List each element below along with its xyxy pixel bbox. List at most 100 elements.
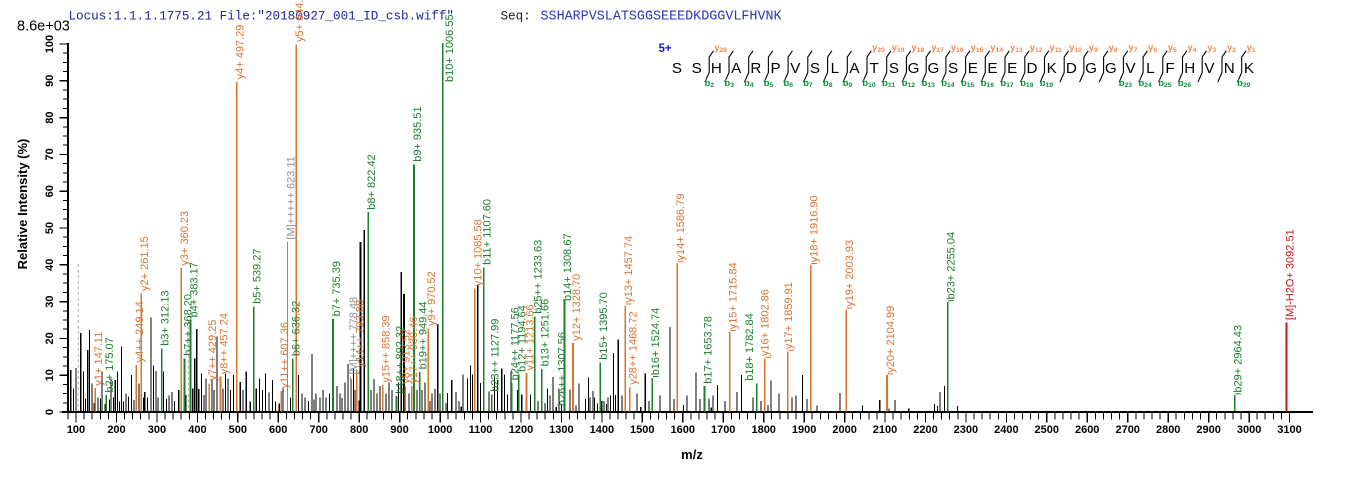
svg-text:L: L <box>1146 60 1154 77</box>
svg-text:y4: y4 <box>1188 42 1197 54</box>
svg-text:SSHARPVSLATSGGSEEEDKDGGVLFHVNK: SSHARPVSLATSGGSEEEDKDGGVLFHVNK <box>541 10 783 25</box>
svg-text:b7++ 368.20: b7++ 368.20 <box>182 294 194 356</box>
svg-text:2300: 2300 <box>954 424 978 436</box>
svg-text:300: 300 <box>148 424 166 436</box>
svg-text:y8: y8 <box>1109 42 1118 54</box>
svg-text:2900: 2900 <box>1196 424 1220 436</box>
svg-text:0: 0 <box>44 409 56 415</box>
svg-text:y12+ 1328.70: y12+ 1328.70 <box>571 274 583 341</box>
svg-text:y1: y1 <box>1247 42 1256 54</box>
svg-text:S: S <box>672 60 682 77</box>
svg-text:y7++ 429.25: y7++ 429.25 <box>207 320 219 381</box>
svg-text:y9+ 970.52: y9+ 970.52 <box>426 271 438 326</box>
svg-text:P: P <box>771 60 781 77</box>
svg-text:100: 100 <box>67 424 85 436</box>
svg-text:1500: 1500 <box>630 424 654 436</box>
svg-text:Seq:: Seq: <box>501 10 531 24</box>
svg-text:y8++ 457.24: y8++ 457.24 <box>218 313 230 374</box>
svg-text:b9: b9 <box>843 77 853 89</box>
svg-text:[M]-H2O+ 3092.51: [M]-H2O+ 3092.51 <box>1284 229 1296 320</box>
svg-text:30: 30 <box>44 295 56 307</box>
svg-text:b19++ 949.44: b19++ 949.44 <box>417 301 429 369</box>
svg-text:G: G <box>1085 60 1097 77</box>
svg-text:b11+ 1107.60: b11+ 1107.60 <box>481 199 493 265</box>
svg-text:b3+ 312.13: b3+ 312.13 <box>160 290 172 345</box>
svg-text:b5: b5 <box>764 77 774 89</box>
svg-text:y13+ 1457.74: y13+ 1457.74 <box>623 236 635 303</box>
svg-text:R: R <box>750 60 761 77</box>
svg-text:1300: 1300 <box>549 424 573 436</box>
svg-text:y16+ 1802.86: y16+ 1802.86 <box>759 289 771 356</box>
svg-text:1100: 1100 <box>469 424 493 436</box>
svg-text:y14+ 1586.79: y14+ 1586.79 <box>675 194 687 261</box>
svg-text:b5+ 539.27: b5+ 539.27 <box>252 249 264 304</box>
svg-text:b15+ 1395.70: b15+ 1395.70 <box>598 292 610 360</box>
svg-text:y4++ 249.14: y4++ 249.14 <box>134 301 146 362</box>
svg-text:b8+ 822.42: b8+ 822.42 <box>366 154 378 209</box>
svg-text:b2: b2 <box>705 77 715 89</box>
svg-text:b14+ 1308.67: b14+ 1308.67 <box>562 233 574 301</box>
svg-text:b25++ 1233.63: b25++ 1233.63 <box>532 240 544 314</box>
svg-text:b9+ 935.51: b9+ 935.51 <box>412 106 424 161</box>
svg-text:y10+ 1085.58: y10+ 1085.58 <box>473 219 485 286</box>
svg-text:G: G <box>1105 60 1117 77</box>
svg-text:S: S <box>810 60 820 77</box>
svg-text:1800: 1800 <box>751 424 775 436</box>
svg-text:y18+ 1916.90: y18+ 1916.90 <box>809 195 821 262</box>
svg-text:400: 400 <box>188 424 206 436</box>
svg-text:y5+ 644.35: y5+ 644.35 <box>294 0 306 42</box>
svg-text:y14++ 793.88: y14++ 793.88 <box>355 300 367 367</box>
svg-text:E: E <box>987 60 997 77</box>
svg-text:2500: 2500 <box>1035 424 1059 436</box>
svg-text:[M]+++++ 623.11: [M]+++++ 623.11 <box>285 156 297 239</box>
svg-text:80: 80 <box>44 111 56 123</box>
svg-text:b6+ 636.32: b6+ 636.32 <box>291 301 303 356</box>
svg-text:y17+ 1859.91: y17+ 1859.91 <box>783 282 795 349</box>
svg-text:b7+ 735.39: b7+ 735.39 <box>331 261 343 316</box>
svg-text:y5: y5 <box>1168 42 1177 54</box>
svg-text:y11+ 1213.66: y11+ 1213.66 <box>524 304 536 370</box>
svg-text:[M]++++ 778.48: [M]++++ 778.48 <box>348 297 360 375</box>
svg-text:3100: 3100 <box>1277 424 1301 436</box>
svg-text:b17+ 1653.78: b17+ 1653.78 <box>702 316 714 384</box>
svg-text:b7: b7 <box>803 77 813 89</box>
svg-text:2400: 2400 <box>994 424 1018 436</box>
svg-text:H: H <box>711 60 722 77</box>
svg-text:1600: 1600 <box>671 424 695 436</box>
svg-text:2000: 2000 <box>832 424 856 436</box>
svg-text:A: A <box>849 60 860 77</box>
svg-text:y7: y7 <box>1128 42 1137 54</box>
svg-text:900: 900 <box>390 424 408 436</box>
svg-text:5+: 5+ <box>659 43 672 55</box>
svg-text:70: 70 <box>44 148 56 160</box>
svg-text:y15+ 1715.84: y15+ 1715.84 <box>727 262 739 329</box>
svg-text:1900: 1900 <box>792 424 816 436</box>
svg-text:b10+ 1006.55: b10+ 1006.55 <box>444 14 456 82</box>
svg-text:b4: b4 <box>744 77 754 89</box>
svg-text:D: D <box>1027 60 1038 77</box>
svg-text:2700: 2700 <box>1115 424 1139 436</box>
svg-text:b18++ 892.32: b18++ 892.32 <box>394 326 406 394</box>
svg-text:3000: 3000 <box>1237 424 1261 436</box>
svg-text:20: 20 <box>44 332 56 344</box>
svg-text:A: A <box>731 60 742 77</box>
svg-text:E: E <box>968 60 978 77</box>
svg-text:2600: 2600 <box>1075 424 1099 436</box>
svg-text:2100: 2100 <box>873 424 897 436</box>
svg-text:b2+ 175.07: b2+ 175.07 <box>104 337 116 392</box>
svg-text:K: K <box>1244 60 1254 77</box>
svg-text:b23++ 1127.99: b23++ 1127.99 <box>490 319 502 392</box>
svg-text:b18+ 1782.84: b18+ 1782.84 <box>744 313 756 381</box>
svg-text:G: G <box>927 60 939 77</box>
svg-text:y15++ 858.39: y15++ 858.39 <box>381 315 393 382</box>
svg-text:8.6e+03: 8.6e+03 <box>17 19 70 35</box>
svg-text:y11++ 607.36: y11++ 607.36 <box>279 322 291 388</box>
svg-text:b16+ 1524.74: b16+ 1524.74 <box>650 308 662 376</box>
svg-text:b3: b3 <box>724 77 734 89</box>
svg-text:90: 90 <box>44 75 56 87</box>
svg-text:y20+ 2104.99: y20+ 2104.99 <box>885 306 897 373</box>
svg-text:200: 200 <box>107 424 125 436</box>
svg-text:1200: 1200 <box>509 424 533 436</box>
svg-text:S: S <box>889 60 899 77</box>
svg-text:V: V <box>790 60 801 77</box>
